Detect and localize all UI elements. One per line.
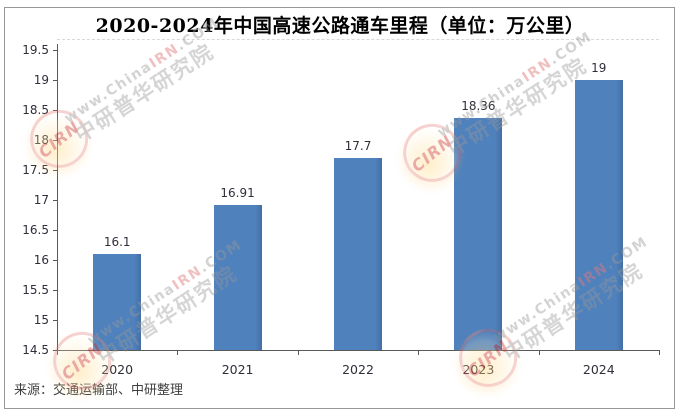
y-tick-label: 16.5 (22, 223, 49, 237)
bar-value-label: 17.7 (344, 139, 372, 153)
y-tick-label: 15 (33, 313, 49, 327)
y-axis-tick (53, 290, 57, 291)
x-category-label: 2021 (221, 362, 254, 377)
x-axis-tick (297, 350, 299, 355)
y-axis-tick (53, 320, 57, 321)
y-axis-tick (53, 50, 57, 51)
y-axis-tick (53, 260, 57, 261)
bar (213, 205, 262, 350)
y-tick-label: 19 (33, 73, 49, 87)
y-tick-label: 17.5 (22, 163, 49, 177)
y-axis-tick (53, 110, 57, 111)
y-tick-label: 15.5 (22, 283, 49, 297)
bar (334, 158, 382, 350)
bar (574, 80, 623, 350)
x-axis-tick (177, 350, 179, 355)
y-tick-label: 18 (33, 133, 49, 147)
y-axis-tick (53, 140, 57, 141)
bar-value-label: 18.36 (461, 99, 496, 114)
plot-area-top-border (57, 39, 659, 40)
x-axis-line (57, 350, 659, 351)
y-tick-label: 16 (33, 253, 49, 267)
y-axis-tick (53, 350, 57, 351)
x-axis-tick (57, 350, 58, 355)
y-tick-label: 18.5 (22, 103, 49, 117)
x-category-label: 2022 (342, 362, 374, 377)
y-axis-tick (53, 200, 57, 201)
y-axis-line (57, 44, 58, 350)
bar-value-label: 19 (591, 61, 607, 75)
y-axis-tick (53, 80, 57, 81)
y-tick-label: 17 (33, 193, 49, 207)
bar (454, 118, 503, 350)
y-tick-label: 19.5 (22, 43, 49, 57)
x-axis-tick (418, 350, 420, 355)
x-category-label: 2020 (101, 362, 134, 377)
bar-value-label: 16.91 (220, 186, 255, 201)
y-axis-tick (53, 230, 57, 231)
x-category-label: 2024 (582, 362, 615, 377)
bar (93, 254, 142, 350)
bar-value-label: 16.1 (103, 235, 131, 249)
chart-title: 2020-2024年中国高速公路通车里程（单位：万公里） (95, 15, 585, 37)
y-tick-label: 14.5 (22, 343, 49, 357)
x-category-label: 2023 (462, 362, 495, 377)
x-axis-tick (538, 350, 540, 355)
y-axis-tick (53, 170, 57, 171)
source-note: 来源：交通运输部、中研整理 (14, 383, 184, 398)
x-axis-tick (659, 350, 660, 355)
